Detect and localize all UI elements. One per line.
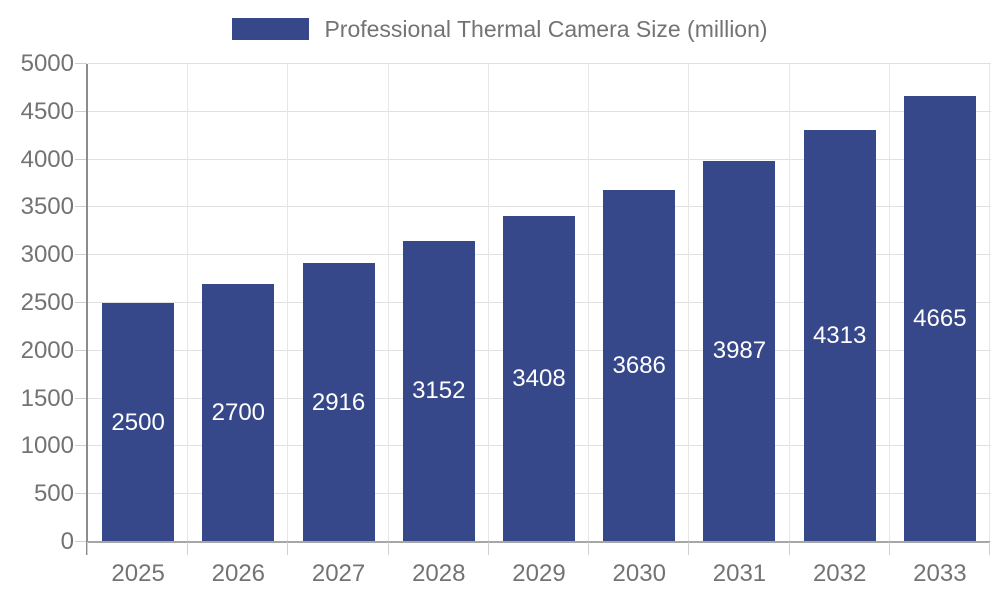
y-axis-tick xyxy=(75,445,87,447)
y-axis-tick xyxy=(75,254,87,256)
v-gridline xyxy=(387,64,389,542)
y-axis-ticks xyxy=(75,63,87,542)
y-axis-tick xyxy=(75,541,87,542)
y-axis-tick xyxy=(75,302,87,303)
legend-label: Professional Thermal Camera Size (millio… xyxy=(324,15,768,42)
y-axis-tick xyxy=(75,158,87,160)
y-axis-tick xyxy=(75,110,87,112)
v-gridline xyxy=(788,64,790,542)
bar-value-label: 4665 xyxy=(913,305,967,333)
y-axis-tick xyxy=(75,63,87,64)
x-axis-tick xyxy=(688,542,690,555)
y-axis-label: 3500 xyxy=(20,193,74,221)
legend-swatch xyxy=(232,18,310,40)
x-axis-labels: 2025 2026 2027 2028 2029 2030 2031 2032 2033 xyxy=(88,556,990,592)
bar-value-label: 2500 xyxy=(111,408,165,436)
x-axis-tick xyxy=(588,542,590,555)
legend[interactable]: Professional Thermal Camera Size (millio… xyxy=(0,12,1000,46)
x-axis-label: 2030 xyxy=(612,560,666,587)
x-axis-label: 2033 xyxy=(913,560,967,587)
x-axis-label: 2031 xyxy=(712,560,767,587)
bar[interactable]: 3408 xyxy=(503,216,575,542)
x-axis-tick xyxy=(287,542,289,555)
v-gridline xyxy=(688,64,690,542)
x-axis-tick xyxy=(87,542,88,555)
x-axis-tick xyxy=(788,542,790,555)
y-axis-tick xyxy=(75,493,87,495)
x-axis-label: 2029 xyxy=(512,560,566,587)
x-axis-label: 2025 xyxy=(111,560,165,587)
y-axis-label: 1500 xyxy=(20,384,74,412)
bar-value-label: 3152 xyxy=(412,377,466,405)
x-axis-label: 2026 xyxy=(211,560,266,587)
h-gridline xyxy=(88,158,991,160)
y-axis-label: 4500 xyxy=(20,97,74,125)
y-axis-line xyxy=(86,64,88,555)
bar[interactable]: 2500 xyxy=(102,303,175,542)
x-axis-line xyxy=(88,541,990,543)
bar[interactable]: 3686 xyxy=(603,189,676,542)
bar-value-label: 2700 xyxy=(211,398,266,426)
h-gridline xyxy=(88,110,991,112)
y-axis-tick xyxy=(75,206,87,208)
h-gridline xyxy=(88,206,991,208)
bar-value-label: 4313 xyxy=(812,321,867,349)
x-axis-tick xyxy=(187,542,189,555)
y-axis-label: 3000 xyxy=(20,241,74,269)
y-axis-label: 500 xyxy=(33,480,74,508)
bar[interactable]: 4665 xyxy=(903,96,976,542)
y-axis-labels: 0 500 1000 1500 2000 2500 3000 3500 4000 4500 5000 xyxy=(0,50,74,555)
v-gridline xyxy=(487,64,489,542)
y-axis-label: 2000 xyxy=(20,336,74,364)
plot-area: 2500 2700 2916 3152 3408 3686 3987 4313 4665 xyxy=(87,63,991,542)
bar[interactable]: 3152 xyxy=(402,240,475,542)
y-axis-label: 1000 xyxy=(20,432,74,460)
bar-value-label: 3686 xyxy=(612,351,666,379)
y-axis-tick xyxy=(75,397,87,399)
v-gridline xyxy=(989,64,990,542)
v-gridline xyxy=(287,64,289,542)
x-axis-label: 2032 xyxy=(812,560,867,587)
x-axis-tick xyxy=(387,542,389,555)
bar-value-label: 3408 xyxy=(512,365,566,393)
v-gridline xyxy=(588,64,590,542)
x-axis-tick xyxy=(888,542,890,555)
v-gridline xyxy=(888,64,890,542)
bar-value-label: 3987 xyxy=(712,337,767,365)
bar-value-label: 2916 xyxy=(311,388,366,416)
x-axis-ticks xyxy=(87,542,990,555)
y-axis-label: 4000 xyxy=(20,145,74,173)
bar[interactable]: 2916 xyxy=(302,263,375,542)
y-axis-label: 5000 xyxy=(20,50,74,77)
v-gridline xyxy=(187,64,189,542)
y-axis-tick xyxy=(75,349,87,351)
bar[interactable]: 3987 xyxy=(703,160,776,542)
x-axis-label: 2028 xyxy=(412,560,466,587)
y-axis-label: 0 xyxy=(60,528,74,555)
x-axis-label: 2027 xyxy=(311,560,366,587)
bar[interactable]: 4313 xyxy=(803,129,876,542)
x-axis-tick xyxy=(487,542,489,555)
bar[interactable]: 2700 xyxy=(202,283,275,542)
y-axis-label: 2500 xyxy=(20,289,74,316)
h-gridline xyxy=(88,63,991,64)
x-axis-tick xyxy=(989,542,990,555)
